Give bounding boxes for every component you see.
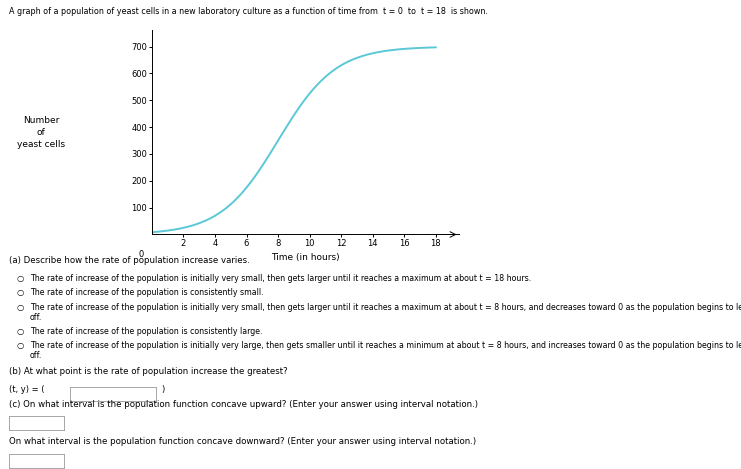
X-axis label: Time (in hours): Time (in hours) xyxy=(271,252,340,262)
Text: (a) Describe how the rate of population increase varies.: (a) Describe how the rate of population … xyxy=(9,256,250,265)
Text: The rate of increase of the population is consistently small.: The rate of increase of the population i… xyxy=(30,288,263,297)
Text: ○: ○ xyxy=(16,274,24,283)
Text: 0: 0 xyxy=(139,250,144,259)
Text: ○: ○ xyxy=(16,341,24,350)
Text: ): ) xyxy=(162,385,165,393)
Text: The rate of increase of the population is initially very large, then gets smalle: The rate of increase of the population i… xyxy=(30,341,741,360)
Text: (t, y) = (: (t, y) = ( xyxy=(9,385,44,393)
Text: On what interval is the population function concave downward? (Enter your answer: On what interval is the population funct… xyxy=(9,437,476,446)
Text: (b) At what point is the rate of population increase the greatest?: (b) At what point is the rate of populat… xyxy=(9,367,288,376)
Text: (c) On what interval is the population function concave upward? (Enter your answ: (c) On what interval is the population f… xyxy=(9,400,478,408)
Text: ○: ○ xyxy=(16,327,24,336)
Text: A graph of a population of yeast cells in a new laboratory culture as a function: A graph of a population of yeast cells i… xyxy=(9,7,488,16)
Text: The rate of increase of the population is consistently large.: The rate of increase of the population i… xyxy=(30,327,262,336)
Text: The rate of increase of the population is initially very small, then gets larger: The rate of increase of the population i… xyxy=(30,303,741,322)
Text: The rate of increase of the population is initially very small, then gets larger: The rate of increase of the population i… xyxy=(30,274,531,283)
Text: ○: ○ xyxy=(16,303,24,311)
Text: Number
of
yeast cells: Number of yeast cells xyxy=(17,116,65,149)
Text: ○: ○ xyxy=(16,288,24,297)
